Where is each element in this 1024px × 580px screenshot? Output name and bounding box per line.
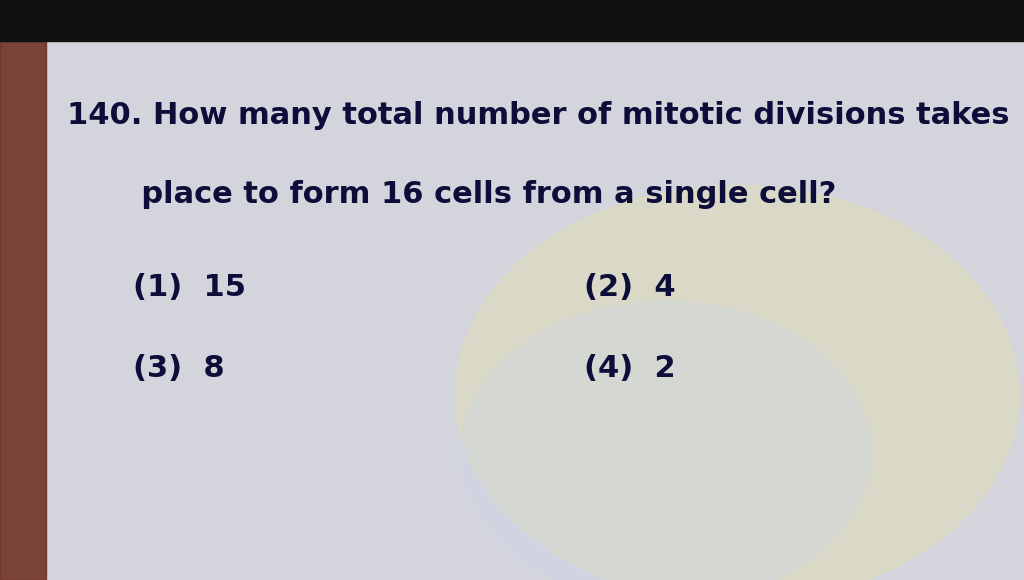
Bar — [0, 0, 1024, 41]
Ellipse shape — [456, 186, 1019, 580]
Text: (1)  15: (1) 15 — [133, 273, 246, 302]
Text: (3)  8: (3) 8 — [133, 354, 224, 383]
Text: 140. How many total number of mitotic divisions takes: 140. How many total number of mitotic di… — [67, 102, 1009, 130]
Text: (4)  2: (4) 2 — [584, 354, 675, 383]
Text: (2)  4: (2) 4 — [584, 273, 675, 302]
Text: place to form 16 cells from a single cell?: place to form 16 cells from a single cel… — [67, 180, 836, 209]
Ellipse shape — [461, 302, 870, 580]
Bar — [0, 41, 46, 580]
